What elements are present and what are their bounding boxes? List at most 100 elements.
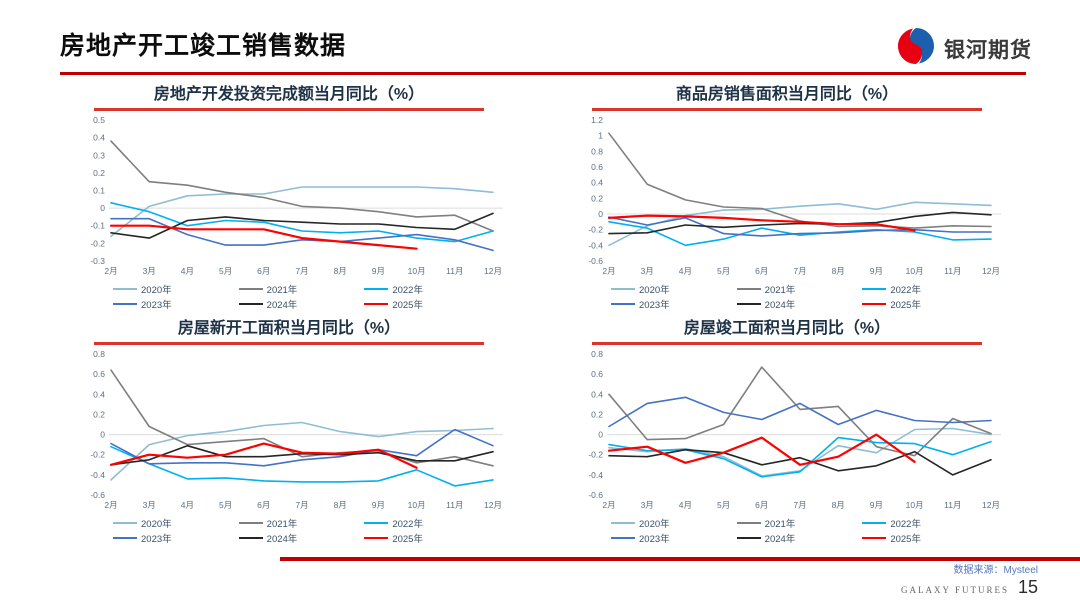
legend-item: 2020年 (113, 282, 239, 296)
logo-text: 银河期货 (944, 38, 1032, 62)
legend-label: 2024年 (764, 534, 796, 545)
legend-item: 2025年 (364, 297, 490, 311)
svg-text:0.6: 0.6 (591, 162, 603, 172)
svg-text:12月: 12月 (982, 500, 1000, 510)
svg-text:-0.4: -0.4 (90, 470, 105, 480)
legend-item: 2023年 (611, 297, 737, 311)
legend-item: 2021年 (736, 282, 863, 296)
legend-line-swatch (364, 521, 389, 525)
legend-label: 2023年 (639, 534, 670, 545)
svg-text:1.2: 1.2 (591, 115, 603, 125)
legend-line-swatch (611, 287, 635, 291)
header-divider (60, 72, 1026, 75)
chart-legend: 2020年 2021年 2022年 2023年 2024年 2025年 (58, 516, 520, 545)
svg-text:8月: 8月 (334, 266, 347, 276)
chart-title-underline (94, 342, 484, 345)
legend-line-swatch (113, 302, 137, 306)
galaxy-futures-logo: 银河期货 (896, 26, 1032, 71)
svg-text:11月: 11月 (446, 500, 463, 510)
chart-legend: 2020年 2021年 2022年 2023年 2024年 2025年 (556, 282, 1018, 311)
line-chart-svg: 0.8 0.6 0.4 0.2 0 -0.2 -0.4 -0.62月 3月 4月 5月 6月 7月 8月 9… (588, 349, 1001, 510)
legend-item: 2021年 (238, 516, 365, 530)
svg-text:0: 0 (598, 430, 603, 440)
legend-label: 2022年 (392, 285, 423, 296)
svg-text:0: 0 (100, 430, 105, 440)
svg-text:12月: 12月 (982, 266, 1000, 276)
legend-label: 2020年 (141, 285, 172, 296)
svg-text:-0.6: -0.6 (588, 256, 603, 266)
svg-text:0.2: 0.2 (591, 409, 603, 419)
data-source-note: 数据来源：Mysteel (953, 565, 1038, 576)
chart-title: 房屋竣工面积当月同比（%） (683, 320, 891, 337)
svg-text:12月: 12月 (484, 500, 502, 510)
svg-text:-0.2: -0.2 (90, 450, 105, 460)
svg-text:10月: 10月 (906, 266, 924, 276)
legend-line-swatch (238, 287, 263, 291)
svg-text:2月: 2月 (602, 500, 615, 510)
legend-item: 2025年 (862, 297, 988, 311)
legend-label: 2021年 (266, 519, 298, 530)
line-chart-svg: 0.8 0.6 0.4 0.2 0 -0.2 -0.4 -0.62月 3月 4月 5月 6月 7月 8月 9… (90, 349, 503, 510)
svg-text:4月: 4月 (181, 266, 194, 276)
galaxy-swirl-icon (896, 26, 936, 71)
footer: 数据来源：Mysteel GALAXY FUTURES 15 (901, 564, 1038, 598)
legend-item: 2024年 (736, 531, 863, 545)
svg-text:3月: 3月 (143, 500, 156, 510)
svg-text:6月: 6月 (755, 500, 768, 510)
brand-wordmark: GALAXY FUTURES (901, 585, 1009, 595)
svg-text:12月: 12月 (484, 266, 502, 276)
legend-label: 2023年 (141, 300, 172, 311)
legend-item: 2022年 (364, 282, 490, 296)
svg-text:7月: 7月 (793, 500, 806, 510)
svg-text:0: 0 (598, 209, 603, 219)
chart-panel-sales-area: 商品房销售面积当月同比（%） 1.2 1 0.8 0.6 0.4 0.2 0 -0.2 -0.4… (556, 84, 1018, 311)
chart-title-underline (94, 108, 484, 111)
legend-label: 2022年 (890, 519, 921, 530)
svg-text:-0.4: -0.4 (588, 470, 603, 480)
svg-text:0.2: 0.2 (93, 409, 105, 419)
legend-label: 2023年 (141, 534, 172, 545)
svg-text:2月: 2月 (104, 266, 117, 276)
svg-text:0: 0 (100, 203, 105, 213)
chart-legend: 2020年 2021年 2022年 2023年 2024年 2025年 (556, 516, 1018, 545)
legend-line-swatch (238, 536, 263, 540)
svg-text:1: 1 (598, 131, 603, 141)
svg-text:6月: 6月 (755, 266, 768, 276)
legend-item: 2025年 (364, 531, 490, 545)
svg-text:7月: 7月 (793, 266, 806, 276)
line-chart-svg: 1.2 1 0.8 0.6 0.4 0.2 0 -0.2 -0.4 -0.62月 3月 4月 5月 6月 7… (588, 115, 1001, 276)
svg-text:0.2: 0.2 (93, 168, 105, 178)
legend-line-swatch (238, 521, 263, 525)
legend-label: 2020年 (639, 519, 670, 530)
legend-label: 2021年 (266, 285, 298, 296)
legend-line-swatch (611, 536, 635, 540)
legend-item: 2022年 (862, 516, 988, 530)
legend-label: 2023年 (639, 300, 670, 311)
legend-label: 2025年 (890, 300, 921, 311)
legend-item: 2023年 (113, 531, 239, 545)
legend-line-swatch (364, 302, 389, 306)
legend-line-swatch (736, 302, 761, 306)
svg-text:0.6: 0.6 (93, 369, 105, 379)
svg-text:3月: 3月 (641, 500, 654, 510)
svg-text:3月: 3月 (641, 266, 654, 276)
svg-text:-0.6: -0.6 (90, 490, 105, 500)
svg-text:0.8: 0.8 (591, 146, 603, 156)
svg-text:9月: 9月 (870, 500, 883, 510)
svg-text:-0.2: -0.2 (588, 450, 603, 460)
legend-line-swatch (238, 302, 263, 306)
svg-text:-0.4: -0.4 (588, 240, 603, 250)
legend-item: 2020年 (611, 516, 737, 530)
legend-label: 2020年 (639, 285, 670, 296)
legend-item: 2024年 (238, 297, 365, 311)
chart-panel-investment: 房地产开发投资完成额当月同比（%） 0.5 0.4 0.3 0.2 0.1 0 -0.1 -0… (58, 84, 520, 311)
svg-text:9月: 9月 (372, 266, 385, 276)
svg-text:0.3: 0.3 (93, 150, 105, 160)
legend-label: 2021年 (764, 519, 796, 530)
legend-item: 2020年 (611, 282, 737, 296)
svg-text:0.6: 0.6 (591, 369, 603, 379)
chart-title-underline (592, 108, 982, 111)
legend-line-swatch (364, 287, 389, 291)
legend-line-swatch (113, 521, 137, 525)
legend-label: 2025年 (392, 300, 423, 311)
